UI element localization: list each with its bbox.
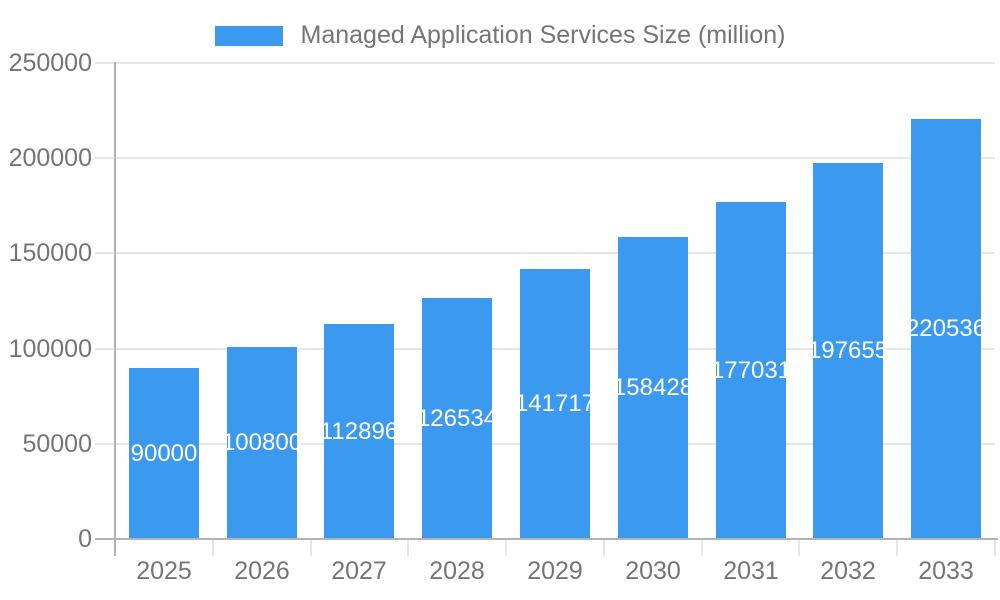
y-axis-tick-label: 100000 xyxy=(8,335,92,363)
bar xyxy=(129,368,199,539)
x-axis-tick xyxy=(407,539,409,556)
x-axis-tick-label: 2025 xyxy=(136,557,192,585)
y-axis-tick-label: 150000 xyxy=(8,239,92,267)
y-axis-tick-label: 0 xyxy=(78,525,92,553)
y-axis-line xyxy=(114,62,116,556)
bar xyxy=(227,347,297,539)
bar xyxy=(618,237,688,539)
x-axis-tick-label: 2026 xyxy=(234,557,290,585)
bar xyxy=(520,269,590,539)
y-axis-tick-label: 200000 xyxy=(8,144,92,172)
x-axis-tick xyxy=(994,539,996,556)
x-axis-tick xyxy=(505,539,507,556)
gridline xyxy=(95,62,995,64)
x-axis-tick-label: 2029 xyxy=(527,557,583,585)
bar xyxy=(422,298,492,539)
y-axis-tick-label: 50000 xyxy=(22,430,92,458)
bar-value-label: 90000 xyxy=(130,440,198,467)
legend-label: Managed Application Services Size (milli… xyxy=(300,21,786,49)
bar-value-label: 158428 xyxy=(612,374,694,401)
legend-swatch xyxy=(214,25,283,46)
x-axis-tick-label: 2027 xyxy=(331,557,387,585)
bar-value-label: 100800 xyxy=(221,429,303,456)
bar-value-label: 220536 xyxy=(905,315,987,342)
bar-value-label: 126534 xyxy=(416,405,498,432)
x-axis-tick-label: 2031 xyxy=(723,557,779,585)
x-axis-tick xyxy=(896,539,898,556)
x-axis-tick-label: 2028 xyxy=(429,557,485,585)
bar xyxy=(716,202,786,539)
x-axis-tick xyxy=(603,539,605,556)
bar xyxy=(324,324,394,539)
gridline xyxy=(95,252,995,254)
x-axis-tick-label: 2032 xyxy=(820,557,876,585)
x-axis-tick xyxy=(701,539,703,556)
gridline xyxy=(95,157,995,159)
bar-value-label: 112896 xyxy=(319,418,399,445)
bar-value-label: 177031 xyxy=(710,357,792,384)
legend: Managed Application Services Size (milli… xyxy=(0,21,1000,50)
bar-value-label: 141717 xyxy=(514,390,596,417)
bar xyxy=(813,163,883,539)
x-axis-baseline xyxy=(95,538,998,540)
bar-value-label: 197655 xyxy=(807,337,889,364)
x-axis-tick-label: 2033 xyxy=(918,557,974,585)
y-axis-tick-label: 250000 xyxy=(8,49,92,77)
x-axis-tick xyxy=(212,539,214,556)
x-axis-tick xyxy=(310,539,312,556)
x-axis-tick-label: 2030 xyxy=(625,557,681,585)
x-axis-tick xyxy=(798,539,800,556)
bar xyxy=(911,119,981,539)
